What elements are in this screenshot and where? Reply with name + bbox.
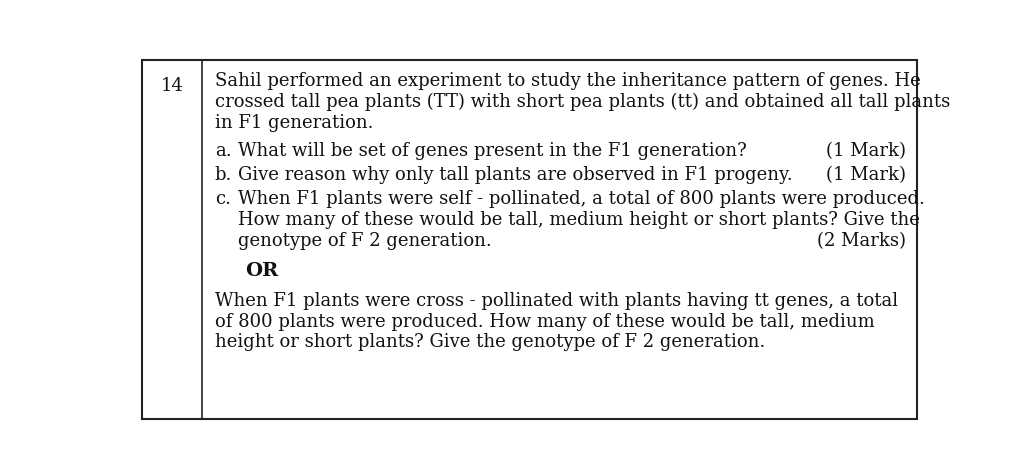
Text: crossed tall pea plants (TT) with short pea plants (tt) and obtained all tall pl: crossed tall pea plants (TT) with short … — [215, 93, 950, 111]
Text: OR: OR — [245, 262, 278, 280]
Text: of 800 plants were produced. How many of these would be tall, medium: of 800 plants were produced. How many of… — [215, 312, 874, 330]
Text: height or short plants? Give the genotype of F 2 generation.: height or short plants? Give the genotyp… — [215, 333, 765, 351]
Text: When F1 plants were cross - pollinated with plants having tt genes, a total: When F1 plants were cross - pollinated w… — [215, 292, 898, 310]
Text: (2 Marks): (2 Marks) — [817, 232, 906, 250]
Text: Give reason why only tall plants are observed in F1 progeny.: Give reason why only tall plants are obs… — [238, 166, 793, 184]
Text: How many of these would be tall, medium height or short plants? Give the: How many of these would be tall, medium … — [238, 211, 920, 229]
Text: c.: c. — [215, 190, 230, 208]
Text: in F1 generation.: in F1 generation. — [215, 114, 374, 132]
Text: (1 Mark): (1 Mark) — [826, 166, 906, 184]
Text: (1 Mark): (1 Mark) — [826, 142, 906, 160]
Text: 14: 14 — [161, 77, 183, 95]
Text: When F1 plants were self - pollinated, a total of 800 plants were produced.: When F1 plants were self - pollinated, a… — [238, 190, 925, 208]
Text: Sahil performed an experiment to study the inheritance pattern of genes. He: Sahil performed an experiment to study t… — [215, 72, 921, 90]
Text: What will be set of genes present in the F1 generation?: What will be set of genes present in the… — [238, 142, 746, 160]
Text: a.: a. — [215, 142, 231, 160]
Text: b.: b. — [215, 166, 232, 184]
Text: genotype of F 2 generation.: genotype of F 2 generation. — [238, 232, 492, 250]
